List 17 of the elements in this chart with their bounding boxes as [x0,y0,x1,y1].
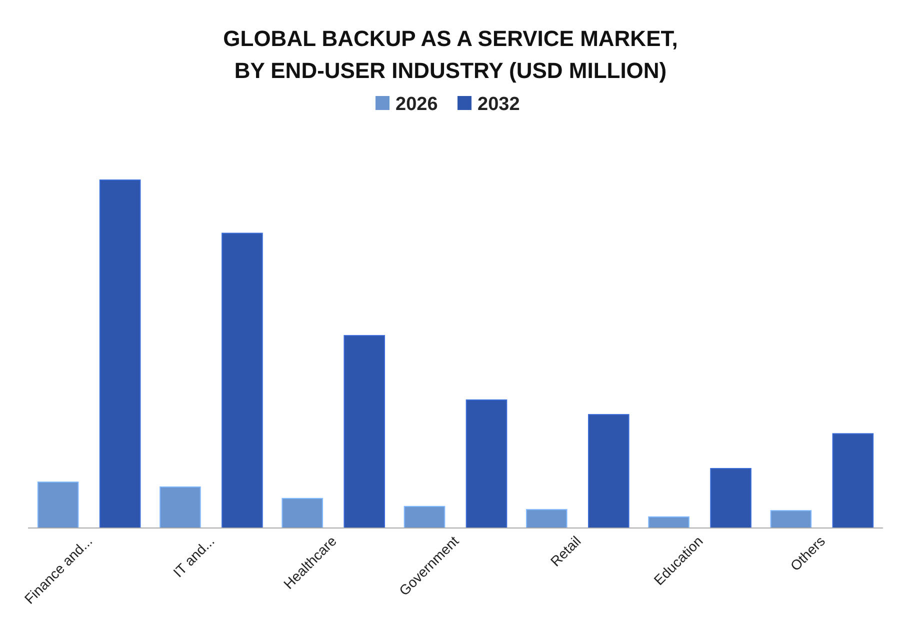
bar [710,468,752,528]
bar [344,335,386,528]
bar [37,482,79,528]
bar [466,399,508,528]
legend-label: 2026 [396,94,438,115]
bar [770,510,812,528]
chart-title: GLOBAL BACKUP AS A SERVICE MARKET, BY END-USER INDUSTRY (USD MILLION) [223,26,678,83]
bar [222,232,263,528]
bar [832,433,874,528]
bar [404,506,446,528]
bar [99,180,141,528]
bar [282,498,324,528]
bar [588,414,630,528]
bar [648,516,690,528]
bar [526,509,568,528]
bar [160,486,201,528]
legend-label: 2032 [478,94,520,115]
